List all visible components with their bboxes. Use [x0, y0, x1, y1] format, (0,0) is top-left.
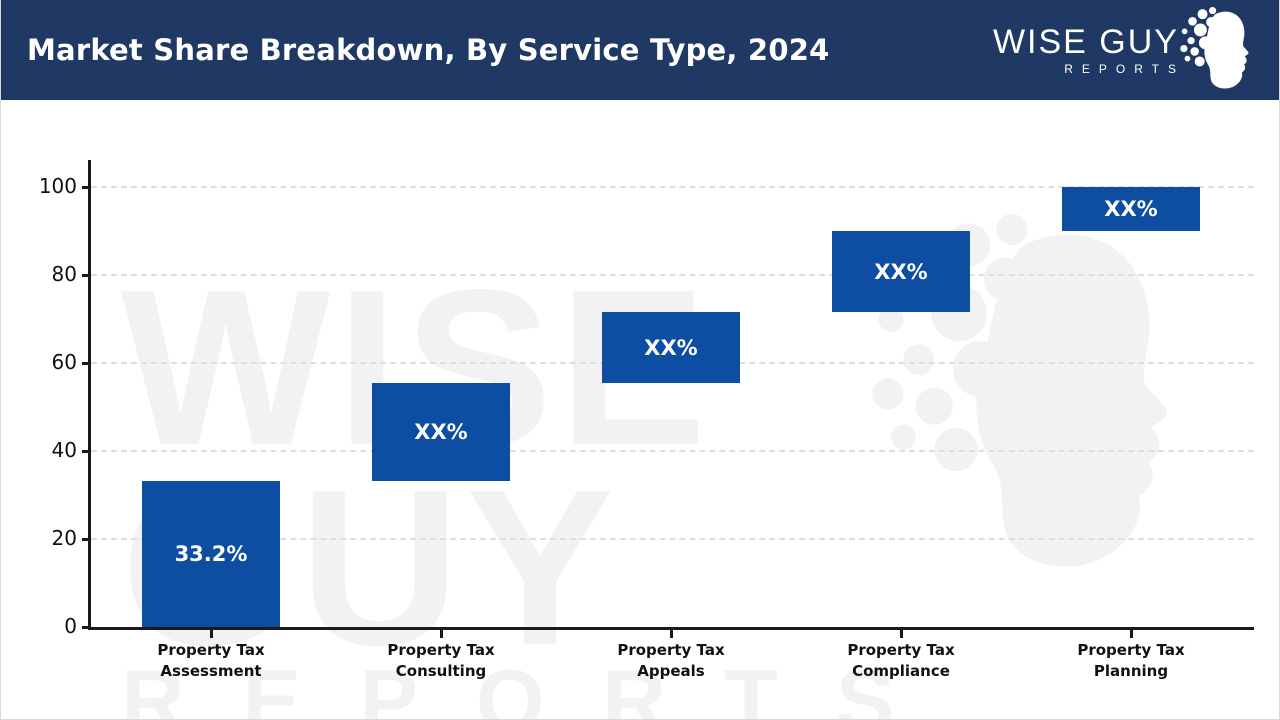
bar-value-label: XX%	[1104, 197, 1158, 221]
gridline-y40	[91, 450, 1254, 452]
bar-segment: XX%	[372, 382, 510, 481]
bar-segment: XX%	[1062, 187, 1200, 231]
x-category-label: Property Tax Assessment	[157, 641, 265, 680]
y-tick-label-20: 20	[51, 526, 77, 550]
bar-segment: 33.2%	[142, 480, 280, 627]
y-tick-label-40: 40	[51, 438, 77, 462]
y-axis-line	[88, 160, 91, 630]
x-category-label: Property Tax Planning	[1077, 641, 1185, 680]
gridline-y100	[91, 186, 1254, 188]
y-tick-label-100: 100	[38, 174, 77, 198]
x-tick-1	[440, 630, 443, 638]
x-tick-4	[1130, 630, 1133, 638]
x-category-label: Property Tax Compliance	[847, 641, 955, 680]
gridline-y20	[91, 538, 1254, 540]
y-tick-80	[82, 274, 91, 277]
brand-name: WISE GUY	[992, 22, 1179, 61]
bar-value-label: XX%	[414, 419, 468, 444]
y-tick-label-0: 0	[64, 614, 77, 638]
y-tick-40	[82, 450, 91, 453]
gridline-y80	[91, 274, 1254, 276]
x-tick-2	[670, 630, 673, 638]
y-tick-100	[82, 186, 91, 189]
y-tick-20	[82, 538, 91, 541]
x-category-label: Property Tax Consulting	[387, 641, 495, 680]
y-tick-label-60: 60	[51, 350, 77, 374]
bar-value-label: XX%	[874, 259, 928, 284]
brand-logo: WISE GUY REPORTS	[993, 7, 1251, 93]
x-axis-line	[88, 627, 1254, 630]
bar-segment: XX%	[602, 312, 740, 383]
y-tick-60	[82, 362, 91, 365]
x-tick-0	[210, 630, 213, 638]
bar-segment: XX%	[832, 231, 970, 313]
page-title: Market Share Breakdown, By Service Type,…	[27, 33, 830, 67]
brand-subtitle: REPORTS	[1064, 61, 1185, 76]
x-category-label: Property Tax Appeals	[617, 641, 725, 680]
bar-value-label: 33.2%	[174, 541, 248, 566]
bar-value-label: XX%	[644, 335, 698, 360]
y-tick-label-80: 80	[51, 262, 77, 286]
brand-logo-text: WISE GUY REPORTS	[993, 25, 1179, 76]
header: Market Share Breakdown, By Service Type,…	[1, 0, 1279, 100]
y-tick-0	[82, 626, 91, 629]
x-tick-3	[900, 630, 903, 638]
